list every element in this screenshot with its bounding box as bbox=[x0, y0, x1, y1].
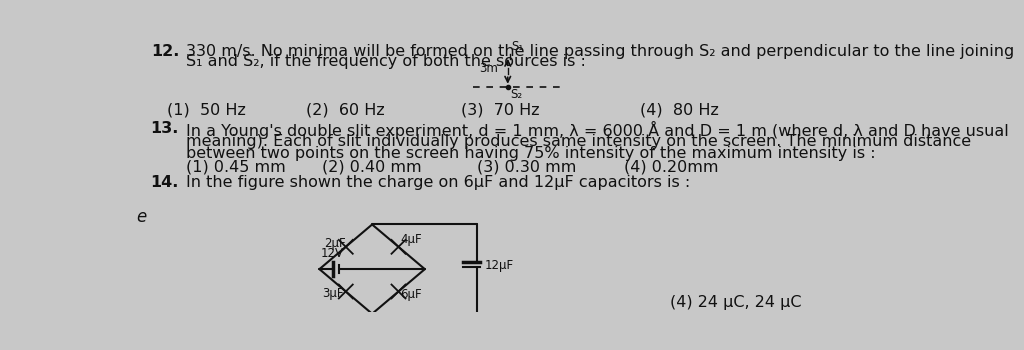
Text: (4) 0.20mm: (4) 0.20mm bbox=[624, 159, 719, 174]
Text: S₁: S₁ bbox=[512, 40, 524, 53]
Text: meaning). Each of slit individually produces same intensity on the screen. The m: meaning). Each of slit individually prod… bbox=[186, 134, 971, 149]
Text: 12V: 12V bbox=[321, 247, 344, 260]
Text: 14.: 14. bbox=[150, 175, 178, 190]
Text: In a Young's double slit experiment, d = 1 mm, λ = 6000 Å and D = 1 m (where d, : In a Young's double slit experiment, d =… bbox=[186, 121, 1009, 139]
Text: (3)  70 Hz: (3) 70 Hz bbox=[461, 102, 540, 117]
Text: 3m: 3m bbox=[479, 62, 499, 75]
Text: (2) 0.40 mm: (2) 0.40 mm bbox=[322, 159, 421, 174]
Text: 3μF: 3μF bbox=[323, 287, 344, 300]
Text: 4μF: 4μF bbox=[400, 233, 422, 246]
Text: (1)  50 Hz: (1) 50 Hz bbox=[167, 102, 246, 117]
Text: (3) 0.30 mm: (3) 0.30 mm bbox=[477, 159, 577, 174]
Text: In the figure shown the charge on 6μF and 12μF capacitors is :: In the figure shown the charge on 6μF an… bbox=[186, 175, 690, 190]
Text: 12μF: 12μF bbox=[484, 259, 514, 272]
Text: (2)  60 Hz: (2) 60 Hz bbox=[306, 102, 385, 117]
Text: 13.: 13. bbox=[150, 121, 178, 136]
Text: (4)  80 Hz: (4) 80 Hz bbox=[640, 102, 719, 117]
Text: 12.: 12. bbox=[152, 43, 179, 58]
Text: (1) 0.45 mm: (1) 0.45 mm bbox=[186, 159, 286, 174]
Text: S₁ and S₂, if the frequency of both the sources is :: S₁ and S₂, if the frequency of both the … bbox=[186, 54, 586, 69]
Text: (4) 24 μC, 24 μC: (4) 24 μC, 24 μC bbox=[671, 295, 802, 309]
Text: 6μF: 6μF bbox=[400, 288, 422, 301]
Text: 2μF: 2μF bbox=[324, 237, 346, 250]
Text: between two points on the screen having 75% intensity of the maximum intensity i: between two points on the screen having … bbox=[186, 146, 876, 161]
Text: 330 m/s. No minima will be formed on the line passing through S₂ and perpendicul: 330 m/s. No minima will be formed on the… bbox=[186, 43, 1015, 58]
Text: S₂: S₂ bbox=[510, 88, 522, 101]
Text: e: e bbox=[136, 208, 146, 225]
